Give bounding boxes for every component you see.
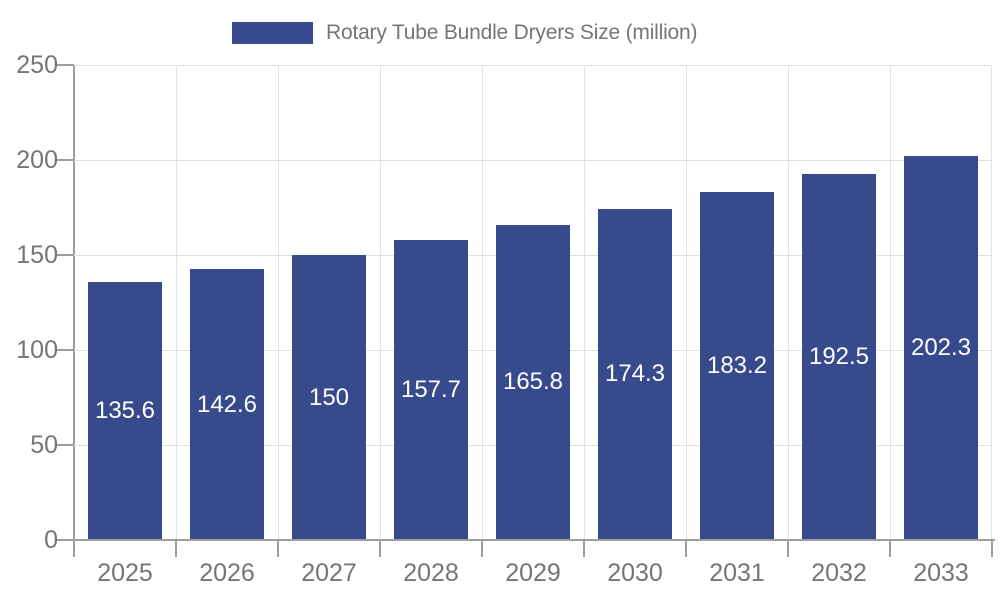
y-tick-100 [57, 349, 74, 351]
bar-2028: 157.7 [394, 240, 468, 540]
gridline-y-200 [74, 159, 992, 161]
y-tick-50 [57, 444, 74, 446]
x-tick-label-2031: 2031 [709, 559, 765, 587]
x-tick-label-2025: 2025 [97, 559, 153, 587]
x-tick-6 [685, 540, 687, 557]
bar-2032: 192.5 [802, 174, 876, 540]
y-tick-label-100: 100 [16, 336, 58, 364]
gridline-x-3 [380, 65, 381, 540]
x-tick-label-2029: 2029 [505, 559, 561, 587]
plot-area: 135.6 142.6 150 157.7 165.8 174.3 183.2 192.5 20… [74, 64, 992, 540]
x-tick-5 [583, 540, 585, 557]
legend-swatch [232, 21, 313, 44]
gridline-x-6 [686, 65, 687, 540]
bar-value-label: 202.3 [910, 333, 972, 361]
bar-2030: 174.3 [598, 208, 672, 540]
bar-2027: 150 [292, 255, 366, 540]
gridline-y-250 [74, 64, 992, 66]
gridline-x-4 [482, 65, 483, 540]
x-tick-0 [73, 540, 75, 557]
x-axis-line [73, 539, 995, 541]
x-tick-8 [889, 540, 891, 557]
bar-value-label: 135.6 [94, 397, 156, 425]
x-tick-1 [175, 540, 177, 557]
bar-2029: 165.8 [496, 224, 570, 540]
bar-value-label: 174.3 [604, 360, 666, 388]
gridline-x-9 [991, 65, 992, 540]
x-tick-label-2032: 2032 [811, 559, 867, 587]
y-tick-label-150: 150 [16, 241, 58, 269]
bar-value-label: 183.2 [706, 351, 768, 379]
gridline-x-8 [890, 65, 891, 540]
x-tick-9 [991, 540, 993, 557]
y-tick-label-50: 50 [30, 431, 58, 459]
y-tick-label-200: 200 [16, 146, 58, 174]
x-tick-7 [787, 540, 789, 557]
y-tick-250 [57, 64, 74, 66]
x-tick-label-2033: 2033 [913, 559, 969, 587]
x-tick-4 [481, 540, 483, 557]
x-tick-label-2026: 2026 [199, 559, 255, 587]
bar-value-label: 150 [308, 383, 350, 411]
gridline-x-7 [788, 65, 789, 540]
x-tick-2 [277, 540, 279, 557]
bar-value-label: 157.7 [400, 376, 462, 404]
bar-2025: 135.6 [88, 282, 162, 540]
x-tick-3 [379, 540, 381, 557]
y-tick-150 [57, 254, 74, 256]
gridline-x-1 [176, 65, 177, 540]
y-tick-label-0: 0 [44, 526, 58, 554]
gridline-x-5 [584, 65, 585, 540]
bar-value-label: 142.6 [196, 390, 258, 418]
x-tick-label-2028: 2028 [403, 559, 459, 587]
legend-label: Rotary Tube Bundle Dryers Size (million) [326, 20, 698, 44]
y-axis-line [73, 65, 75, 540]
legend[interactable]: Rotary Tube Bundle Dryers Size (million) [232, 19, 698, 46]
y-tick-label-250: 250 [16, 51, 58, 79]
y-tick-200 [57, 159, 74, 161]
gridline-x-2 [278, 65, 279, 540]
x-tick-label-2030: 2030 [607, 559, 663, 587]
bar-value-label: 165.8 [502, 368, 564, 396]
x-tick-label-2027: 2027 [301, 559, 357, 587]
bar-value-label: 192.5 [808, 343, 870, 371]
bar-2026: 142.6 [190, 269, 264, 540]
bar-2031: 183.2 [700, 191, 774, 540]
y-tick-0 [57, 539, 74, 541]
bar-2033: 202.3 [904, 155, 978, 540]
